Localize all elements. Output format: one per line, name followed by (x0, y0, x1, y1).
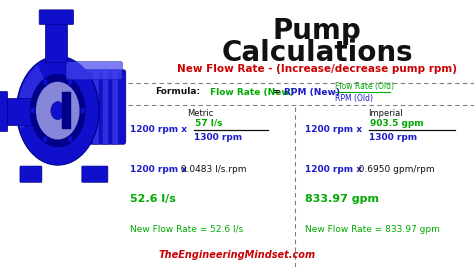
Text: =: = (273, 88, 281, 96)
Text: RPM (Old): RPM (Old) (335, 93, 373, 103)
Text: 52.6 l/s: 52.6 l/s (130, 194, 176, 204)
Text: New Flow Rate - (Increase/decrease pump rpm): New Flow Rate - (Increase/decrease pump … (177, 64, 457, 74)
Text: New Flow Rate = 833.97 gpm: New Flow Rate = 833.97 gpm (305, 225, 440, 234)
Text: Metric: Metric (187, 109, 213, 118)
FancyBboxPatch shape (93, 70, 99, 144)
Circle shape (80, 107, 85, 114)
Bar (3, 98, 33, 125)
FancyBboxPatch shape (39, 10, 73, 24)
Text: 1200 rpm x: 1200 rpm x (305, 124, 362, 134)
Bar (46, 16, 67, 62)
FancyBboxPatch shape (64, 70, 126, 144)
Text: Flow Rate (Old): Flow Rate (Old) (335, 81, 394, 91)
Text: Formula:: Formula: (155, 88, 200, 96)
Text: 1200 rpm x: 1200 rpm x (305, 164, 362, 174)
Text: 1200 rpm x: 1200 rpm x (130, 164, 187, 174)
Text: 1200 rpm x: 1200 rpm x (130, 124, 187, 134)
Text: 833.97 gpm: 833.97 gpm (305, 194, 379, 204)
Circle shape (30, 74, 85, 147)
Text: 57 l/s: 57 l/s (195, 119, 222, 128)
Circle shape (51, 101, 64, 120)
Text: 1300 rpm: 1300 rpm (369, 134, 417, 143)
Text: RPM (New): RPM (New) (284, 88, 340, 96)
Circle shape (43, 79, 48, 85)
FancyBboxPatch shape (82, 166, 108, 182)
FancyBboxPatch shape (112, 70, 118, 144)
Text: Pump: Pump (273, 17, 361, 45)
Circle shape (68, 79, 73, 85)
Text: Imperial: Imperial (368, 109, 402, 118)
Text: Flow Rate (New): Flow Rate (New) (210, 88, 294, 96)
Text: New Flow Rate = 52.6 l/s: New Flow Rate = 52.6 l/s (130, 225, 243, 234)
Text: 0.6950 gpm/rpm: 0.6950 gpm/rpm (350, 164, 435, 174)
Circle shape (68, 136, 73, 143)
FancyBboxPatch shape (73, 70, 80, 144)
Circle shape (17, 56, 99, 165)
Text: 903.5 gpm: 903.5 gpm (370, 119, 424, 128)
FancyBboxPatch shape (0, 92, 8, 132)
FancyBboxPatch shape (20, 166, 42, 182)
Circle shape (36, 82, 80, 140)
Circle shape (30, 107, 35, 114)
Text: TheEngineeringMindset.com: TheEngineeringMindset.com (158, 250, 316, 260)
Wedge shape (18, 65, 58, 129)
FancyBboxPatch shape (83, 70, 89, 144)
Bar (62, 92, 72, 129)
FancyBboxPatch shape (66, 62, 122, 80)
Text: 1300 rpm: 1300 rpm (194, 134, 242, 143)
Text: Calculations: Calculations (221, 39, 413, 67)
Circle shape (43, 136, 48, 143)
FancyBboxPatch shape (102, 70, 109, 144)
Text: 0.0483 l/s.rpm: 0.0483 l/s.rpm (175, 164, 246, 174)
